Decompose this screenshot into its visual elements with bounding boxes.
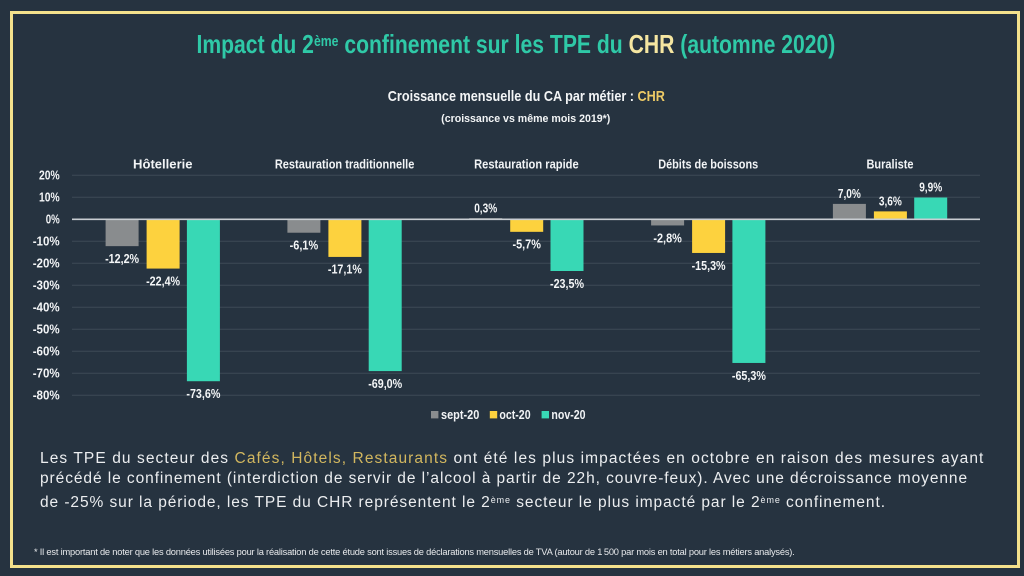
svg-text:20%: 20% <box>39 169 60 183</box>
svg-text:-17,1%: -17,1% <box>328 263 362 277</box>
svg-text:Restauration traditionnelle: Restauration traditionnelle <box>275 158 415 172</box>
svg-text:0%: 0% <box>46 213 60 227</box>
svg-text:-69,0%: -69,0% <box>368 377 402 391</box>
svg-text:-65,3%: -65,3% <box>732 369 766 383</box>
svg-text:-20%: -20% <box>33 257 60 271</box>
svg-text:Restauration rapide: Restauration rapide <box>474 158 579 172</box>
svg-text:-23,5%: -23,5% <box>550 277 584 291</box>
svg-text:-2,8%: -2,8% <box>653 231 682 245</box>
svg-text:-70%: -70% <box>33 367 60 381</box>
svg-text:nov-20: nov-20 <box>551 407 585 422</box>
svg-text:-50%: -50% <box>33 323 60 337</box>
svg-text:-60%: -60% <box>33 345 60 359</box>
svg-text:Buraliste: Buraliste <box>867 158 914 172</box>
svg-text:10%: 10% <box>39 191 60 205</box>
svg-text:-22,4%: -22,4% <box>146 274 180 288</box>
svg-text:-40%: -40% <box>33 301 60 315</box>
svg-text:-15,3%: -15,3% <box>692 259 726 273</box>
svg-text:0,3%: 0,3% <box>474 202 497 216</box>
svg-text:-73,6%: -73,6% <box>186 387 220 401</box>
svg-text:Débits de boissons: Débits de boissons <box>658 158 758 172</box>
svg-text:-12,2%: -12,2% <box>105 252 139 266</box>
svg-text:-30%: -30% <box>33 279 60 293</box>
svg-text:-6,1%: -6,1% <box>290 239 319 253</box>
svg-text:7,0%: 7,0% <box>838 187 861 201</box>
svg-text:Hôtellerie: Hôtellerie <box>133 158 193 172</box>
svg-text:3,6%: 3,6% <box>879 194 902 208</box>
svg-text:-5,7%: -5,7% <box>512 238 541 252</box>
svg-text:-10%: -10% <box>33 235 60 249</box>
svg-text:9,9%: 9,9% <box>919 180 942 194</box>
svg-text:oct-20: oct-20 <box>499 407 530 422</box>
svg-text:sept-20: sept-20 <box>441 407 479 422</box>
svg-text:-80%: -80% <box>33 389 60 403</box>
